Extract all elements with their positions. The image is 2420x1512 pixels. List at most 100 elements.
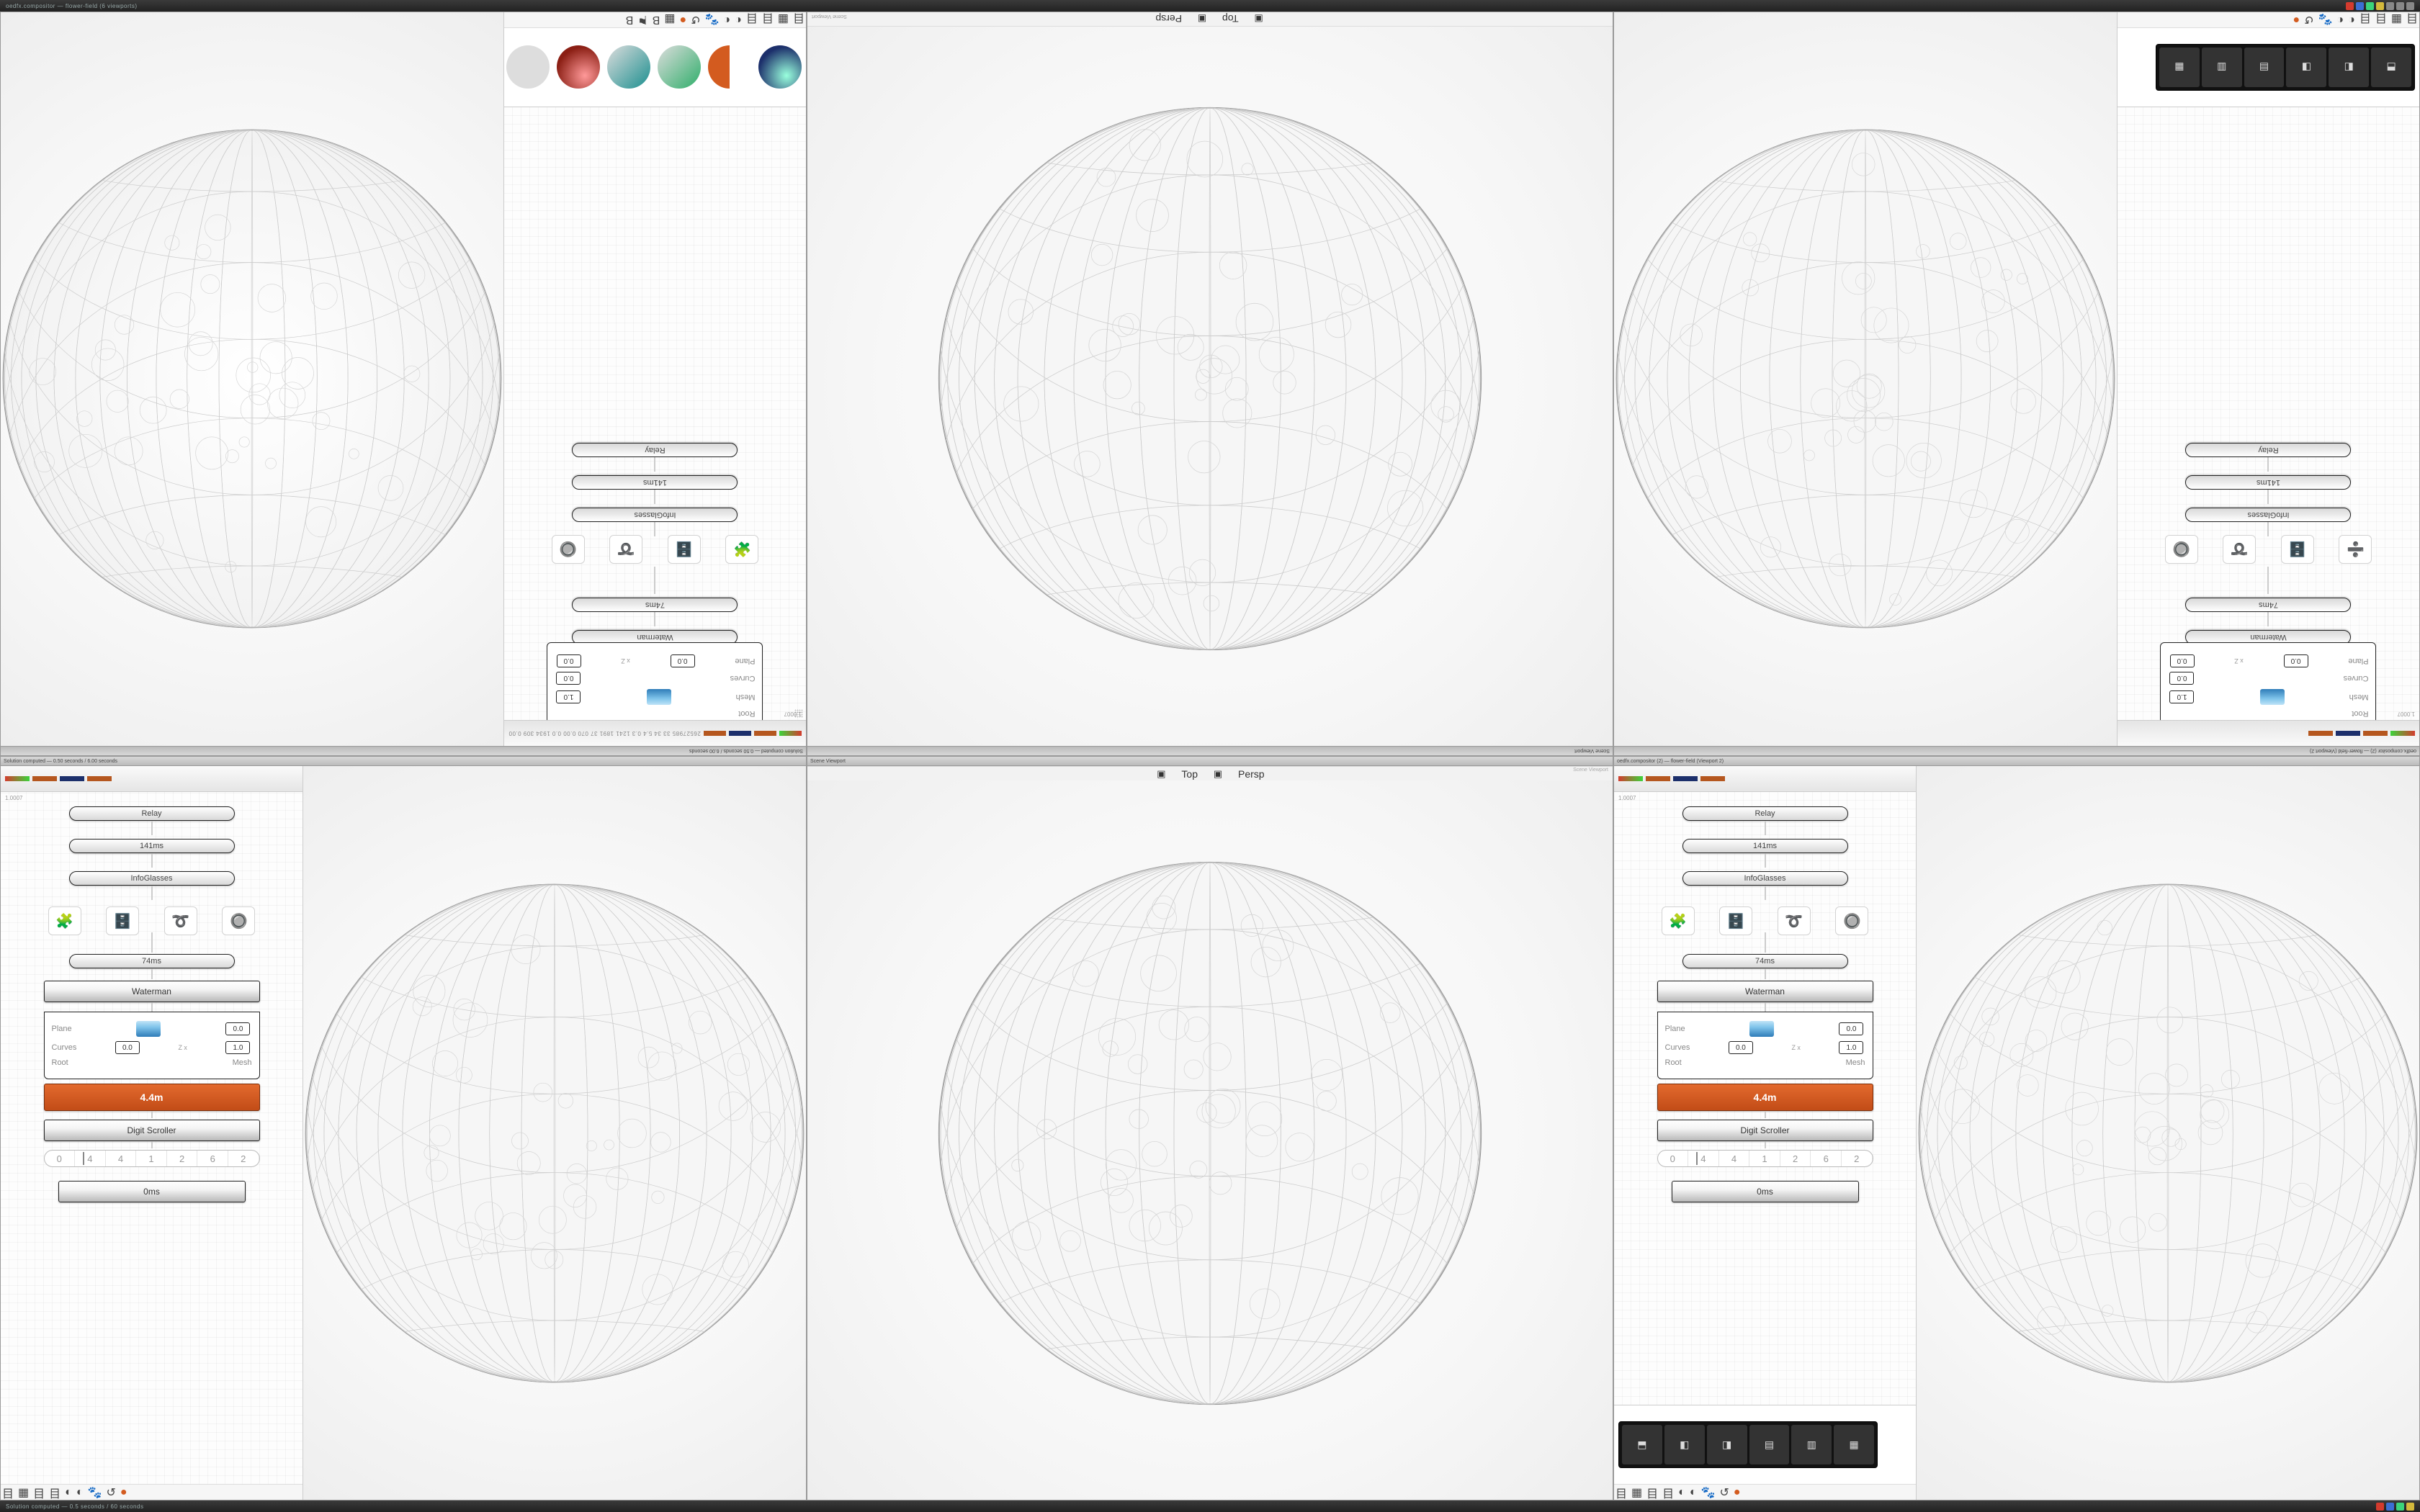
panel-top-left[interactable]: Solution computed — 0.50 seconds / 6.00 …: [0, 12, 807, 756]
bottom-window-icon-4[interactable]: [2406, 1503, 2414, 1511]
icon-node-curve-2[interactable]: ➰: [2223, 535, 2256, 564]
field-mesh[interactable]: 1.0: [557, 690, 581, 703]
window-icon-6[interactable]: [2396, 2, 2404, 10]
panel-top-right[interactable]: oedfx.compositor (2) — flower-field (Vie…: [1613, 12, 2420, 756]
node-canvas-top-left[interactable]: 1.0007 Relay 141ms InfoGlasses: [504, 107, 806, 720]
panel-bottom-mid[interactable]: Scene Viewport ▣ Top ▣ Persp Scene Viewp…: [807, 756, 1613, 1500]
node-waterman-4[interactable]: Waterman: [1657, 981, 1873, 1002]
bottom-window-icon-1[interactable]: [2376, 1503, 2384, 1511]
shelf-icon-gridr[interactable]: ▦: [2391, 13, 2402, 27]
viewport-top-left[interactable]: [1, 12, 503, 746]
field-plane-z[interactable]: 0.0: [557, 654, 581, 667]
window-icon-7[interactable]: [2406, 2, 2414, 10]
icon-node-sphere-2[interactable]: 🔘: [2165, 535, 2198, 564]
shelf-icon-pawb[interactable]: 🐾: [88, 1485, 102, 1500]
shelf-icon-undo[interactable]: ↺: [691, 13, 700, 27]
palette-icon-teal-shape[interactable]: [607, 46, 650, 89]
node-waterman-time-2[interactable]: 74ms: [2186, 598, 2352, 612]
node-canvas-bottom-left[interactable]: 1.0007 Relay 141ms InfoGlasses 🧩: [1, 792, 302, 1484]
node-canvas-top-right[interactable]: 1.0007 Relay 141ms InfoGlasses ➗: [2118, 107, 2419, 720]
node-infoglasses-3[interactable]: InfoGlasses: [69, 871, 235, 886]
node-infoglasses-time-3[interactable]: 141ms: [69, 839, 235, 853]
icon-node-sphere[interactable]: 🔘: [552, 535, 585, 564]
field-curves-4[interactable]: 1.0: [1839, 1041, 1863, 1054]
water-texture-icon-3[interactable]: [136, 1021, 161, 1037]
icon-row-top-right[interactable]: ➗ 🗄️ ➰ 🔘: [2161, 532, 2377, 567]
shelf-icon-orange-dotr[interactable]: ●: [2293, 14, 2300, 27]
field-curves[interactable]: 0.0: [557, 672, 581, 685]
water-texture-icon-2[interactable]: [2260, 689, 2285, 705]
node-waterman-time[interactable]: 74ms: [573, 598, 738, 612]
dense-icon-2b[interactable]: ◧: [1664, 1425, 1705, 1465]
shelf-icon-pawr[interactable]: 🐾: [2318, 13, 2333, 27]
icon-tab-icon[interactable]: ▣: [1253, 14, 1265, 25]
shelf-icon-d2b[interactable]: ◐: [76, 1486, 84, 1499]
shelf-row-top-right[interactable]: 目 ▦ 目 目 ◐ ◐ 🐾 ↺ ●: [2118, 12, 2419, 28]
dense-icon-1[interactable]: ⬒: [2371, 48, 2411, 88]
param-box-bottom-right[interactable]: Plane 0.0 Curves 0.0 Z x 1.0 Root M: [1657, 1012, 1873, 1079]
icon-node-stack-2[interactable]: 🗄️: [2281, 535, 2314, 564]
shelf-icon-paw[interactable]: 🐾: [705, 13, 720, 27]
node-editor-top-right[interactable]: 1.0007 Relay 141ms InfoGlasses ➗: [2117, 12, 2419, 746]
node-time-header-bottom-left[interactable]: 0ms: [58, 1181, 246, 1202]
shelf-icon-d2[interactable]: ◐: [723, 14, 730, 27]
shelf-icon-e1b[interactable]: 目: [2, 1484, 14, 1501]
node-summary-bottom-left[interactable]: 4.4m: [44, 1084, 260, 1111]
palette-strip-top-right[interactable]: ⬒ ◧ ◨ ▤ ▥ ▦: [2118, 28, 2419, 107]
param-box-bottom-left[interactable]: Plane 0.0 Curves 0.0 Z x 1.0 Root M: [44, 1012, 260, 1079]
icon-node-curve-3[interactable]: ➰: [164, 906, 197, 935]
top-bar-bottom-mid[interactable]: ▣ Top ▣ Persp: [807, 766, 1613, 780]
icon-row-top-left[interactable]: 🧩 🗄️ ➰ 🔘: [547, 532, 763, 567]
field-curves-3[interactable]: 1.0: [225, 1041, 250, 1054]
field-plane-z-4[interactable]: 0.0: [1729, 1041, 1753, 1054]
viewport-bottom-left[interactable]: [303, 766, 806, 1500]
node-relay-3[interactable]: Relay: [69, 806, 235, 821]
icon-node-curve[interactable]: ➰: [609, 535, 642, 564]
param-box-top-left[interactable]: Root Mesh 1.0 Curves 0.0 Plane: [547, 642, 763, 720]
digit-scroller-bottom-right[interactable]: 0 4 4 1 2 6 2: [1657, 1150, 1873, 1167]
window-icon-5[interactable]: [2386, 2, 2394, 10]
shelf-icon-d2r[interactable]: ◐: [2336, 14, 2344, 27]
shelf-icon-e3r[interactable]: 目: [2360, 12, 2371, 29]
node-infoglasses-time[interactable]: 141ms: [573, 475, 738, 490]
node-editor-top-left[interactable]: 26527985 33 34 5.4 0.3 1241 1891 37 070 …: [503, 12, 806, 746]
panel-top-mid[interactable]: Scene Viewport ▣ Top ▣ Persp Scene Viewp…: [807, 12, 1613, 756]
viewport-top-right[interactable]: [1614, 12, 2117, 746]
shelf-icon-e2br[interactable]: 目: [1646, 1484, 1658, 1501]
param-box-top-right[interactable]: Root Mesh 1.0 Curves 0.0 Plane: [2161, 642, 2377, 720]
shelf-icon-orange-dotbr[interactable]: ●: [1734, 1486, 1741, 1499]
dense-icon-3b[interactable]: ◨: [1707, 1425, 1747, 1465]
icon-node-stack-3[interactable]: 🗄️: [106, 906, 139, 935]
palette-icon-sphere-navy[interactable]: [758, 46, 802, 89]
shelf-row-top-left[interactable]: 目 ▦ 目 目 ◐ ◐ 🐾 ↺ ● ▦ B ⚑ B: [504, 12, 806, 28]
icon-node-sphere-4[interactable]: 🔘: [1835, 906, 1868, 935]
icon-grid-bottom-right[interactable]: ⬒ ◧ ◨ ▤ ▥ ▦: [1618, 1421, 1878, 1469]
shelf-icon-d1r[interactable]: ◐: [2348, 14, 2355, 27]
icon-grid-top-right[interactable]: ⬒ ◧ ◨ ▤ ▥ ▦: [2156, 44, 2415, 91]
shelf-icon-e3[interactable]: 目: [746, 12, 758, 29]
digit-scroller-bottom-left[interactable]: 0 4 4 1 2 6 2: [44, 1150, 260, 1167]
shelf-icon-d1br[interactable]: ◐: [1678, 1486, 1685, 1499]
shelf-icon-e3br[interactable]: 目: [1662, 1484, 1674, 1501]
bottom-window-icon-2[interactable]: [2386, 1503, 2394, 1511]
field-plane-z-3[interactable]: 0.0: [115, 1041, 140, 1054]
shelf-icon-b2[interactable]: B: [626, 14, 634, 27]
palette-strip-bottom-right[interactable]: ⬒ ◧ ◨ ▤ ▥ ▦: [1614, 1405, 1916, 1484]
panel-bottom-left[interactable]: Solution computed — 0.50 seconds / 6.00 …: [0, 756, 807, 1500]
shelf-row-bottom-right[interactable]: 目 ▦ 目 目 ◐ ◐ 🐾 ↺ ●: [1614, 1484, 1916, 1500]
icon-tab-icon-4[interactable]: ▣: [1212, 768, 1224, 780]
palette-icon-half-orange[interactable]: [708, 46, 751, 89]
dense-icon-5[interactable]: ▥: [2202, 48, 2242, 88]
palette-icon-grey-cyl[interactable]: [506, 46, 550, 89]
dense-icon-4b[interactable]: ▤: [1749, 1425, 1790, 1465]
node-relay-2[interactable]: Relay: [2186, 443, 2352, 457]
node-waterman-time-4[interactable]: 74ms: [1682, 954, 1848, 968]
icon-node-sphere-3[interactable]: 🔘: [222, 906, 255, 935]
dense-icon-2[interactable]: ◧: [2329, 48, 2369, 88]
dense-icon-4[interactable]: ▤: [2244, 48, 2285, 88]
shelf-icon-e3b[interactable]: 目: [49, 1484, 60, 1501]
node-relay-4[interactable]: Relay: [1682, 806, 1848, 821]
palette-strip-top-left[interactable]: [504, 28, 806, 107]
node-time-header-bottom-right[interactable]: 0ms: [1672, 1181, 1859, 1202]
icon-node-stack[interactable]: 🗄️: [668, 535, 701, 564]
